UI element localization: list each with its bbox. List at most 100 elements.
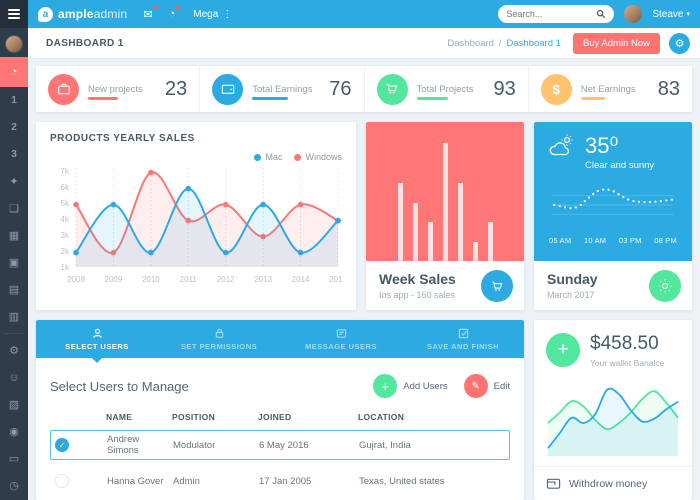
settings-gear-button[interactable]: ⚙ — [669, 32, 690, 54]
stat-progress — [580, 96, 636, 100]
user-position-cell: Admin — [173, 475, 200, 487]
breadcrumb-bar: DASHBOARD 1 Dashboard / Dashboard 1 Buy … — [28, 28, 700, 59]
row-checkbox[interactable]: ✓ — [55, 438, 69, 452]
logo-icon: a — [38, 6, 53, 22]
breadcrumb-separator: / — [498, 37, 502, 49]
sun-button[interactable] — [649, 270, 681, 302]
sidebar-item-charts[interactable]: ▥ — [8, 311, 20, 323]
cart-button[interactable] — [481, 270, 513, 302]
notification-badge — [152, 5, 157, 10]
svg-text:2009: 2009 — [105, 275, 123, 284]
cart-icon — [376, 73, 408, 105]
buy-admin-button[interactable]: Buy Admin Now — [572, 32, 660, 54]
stat-net-earnings[interactable]: $ Net Earnings 83 — [529, 66, 692, 112]
app-logo[interactable]: a ampleadmin — [38, 6, 127, 22]
column-location[interactable]: LOCATION — [358, 412, 405, 422]
svg-text:2010: 2010 — [142, 275, 160, 284]
user-avatar[interactable] — [624, 5, 643, 23]
table-row[interactable]: Hanna Gover Admin 17 Jan 2005 Texas, Uni… — [50, 466, 510, 496]
sidebar-item-widgets[interactable]: ✦ — [9, 176, 19, 188]
week-sales-bar — [427, 222, 433, 261]
search-icon[interactable] — [596, 9, 606, 19]
sidebar-item-gallery[interactable]: ▨ — [8, 399, 20, 411]
row-checkbox[interactable] — [55, 474, 69, 488]
sidebar-item-tables[interactable]: ▤ — [8, 284, 20, 296]
check-square-icon — [458, 328, 468, 338]
sidebar-divider — [4, 333, 24, 334]
stat-label: Net Earnings — [580, 83, 636, 95]
stat-total-projects[interactable]: Total Projects 93 — [365, 66, 529, 112]
weather-card: 35⁰ Clear and sunny 05 AM 10 AM 03 PM 08 PM… — [534, 122, 692, 310]
stat-total-earnings[interactable]: Total Earnings 76 — [200, 66, 365, 112]
mega-menu[interactable]: Mega ⋮ — [193, 8, 233, 20]
user-joined-cell: 17 Jan 2005 — [259, 475, 312, 487]
yearly-sales-chart: 2008 2009 2010 2011 2012 2013 2014 2015 1k 2k 3k 4k… — [61, 167, 342, 284]
svg-text:3k: 3k — [61, 231, 70, 240]
table-row[interactable]: ✓ Andrew Simons Modulator 6 May 2016 Guj… — [50, 430, 510, 460]
user-name-cell: Andrew Simons — [107, 434, 140, 456]
sidebar-item-calendar[interactable]: ▭ — [8, 453, 20, 465]
sidebar-item-level-1[interactable]: 1 — [11, 95, 17, 106]
sidebar-item-settings[interactable]: ⚙ — [9, 345, 19, 357]
sidebar-items: ◔ 1 2 3 ✦ ❏ ▦ ▣ ▤ ▥ ⚙ ☺ ▨ ◉ ▭ ◷ — [0, 57, 28, 499]
sidebar-item-clock[interactable]: ◷ — [9, 480, 19, 492]
messages-icon[interactable]: ✉ — [143, 5, 157, 21]
wallet-card: + $458.50 Your wallet Banalce Withdrow m… — [534, 320, 692, 500]
plus-icon: + — [373, 374, 398, 398]
edit-button[interactable]: ✎ Edit — [463, 374, 510, 398]
sidebar-item-level-2[interactable]: 2 — [11, 122, 17, 133]
weather-day: Sunday — [547, 271, 598, 287]
week-sales-card: Week Sales Ios app - 160 sales — [366, 122, 524, 310]
tab-select-users[interactable]: SELECT USERS — [36, 320, 158, 358]
tab-save-and-finish[interactable]: SAVE AND FINISH — [402, 320, 524, 358]
users-table: NAME POSITION JOINED LOCATION ✓ Andrew S… — [50, 408, 510, 500]
wizard-tabs: SELECT USERS SET PERMISSIONS MESSAGE USE… — [36, 320, 524, 363]
user-joined-cell: 6 May 2016 — [259, 439, 309, 451]
add-users-button[interactable]: + Add Users — [373, 374, 448, 398]
week-sales-bar — [412, 202, 418, 261]
active-tab-caret — [92, 358, 102, 363]
tab-set-permissions[interactable]: SET PERMISSIONS — [158, 320, 280, 358]
mac-dot-icon — [254, 153, 262, 161]
dots-vertical-icon: ⋮ — [222, 8, 233, 20]
wallet-label: Your wallet Banalce — [590, 358, 665, 368]
menu-toggle-button[interactable] — [0, 0, 28, 28]
column-name[interactable]: NAME — [106, 412, 133, 422]
stat-new-projects[interactable]: New projects 23 — [36, 66, 201, 112]
weather-month: March 2017 — [547, 290, 595, 300]
withdraw-money-button[interactable]: Withdrow money — [534, 466, 692, 500]
top-navbar: a ampleadmin ✉ ◔ Mega⋮ Steave▾ — [28, 0, 700, 28]
week-sales-subtitle: Ios app - 160 sales — [379, 290, 456, 300]
sidebar-item-emoji[interactable]: ☺ — [8, 371, 20, 384]
sidebar-item-forms[interactable]: ▣ — [8, 257, 20, 269]
stat-value: 93 — [493, 77, 516, 100]
week-sales-bar — [457, 183, 463, 261]
sidebar-item-location[interactable]: ◉ — [9, 426, 19, 438]
windows-dot-icon — [294, 153, 302, 161]
legend-mac[interactable]: Mac — [254, 152, 282, 162]
stat-label: New projects — [88, 83, 143, 95]
sidebar-item-grid[interactable]: ▦ — [8, 230, 20, 242]
legend-windows[interactable]: Windows — [294, 152, 342, 162]
table-header: NAME POSITION JOINED LOCATION — [50, 408, 510, 430]
column-joined[interactable]: JOINED — [258, 412, 292, 422]
search-input[interactable] — [506, 9, 593, 19]
sidebar-item-level-3[interactable]: 3 — [11, 149, 17, 160]
search-box — [498, 5, 615, 23]
add-funds-button[interactable]: + — [546, 333, 580, 367]
week-sales-bar — [487, 222, 493, 261]
compass-icon[interactable]: ◔ — [169, 6, 180, 20]
wallet-icon — [212, 73, 244, 105]
sidebar-item-pages[interactable]: ❏ — [9, 203, 19, 215]
stat-label: Total Projects — [416, 83, 474, 95]
chart-legend: Mac Windows — [50, 152, 342, 162]
breadcrumb-root[interactable]: Dashboard — [447, 37, 494, 49]
sidebar-item-dashboard[interactable]: ◔ — [0, 57, 28, 87]
sidebar-avatar[interactable] — [5, 35, 23, 53]
logo-bold: ample — [58, 7, 94, 21]
column-position[interactable]: POSITION — [172, 412, 216, 422]
user-menu[interactable]: Steave ▾ — [652, 8, 690, 20]
gear-icon: ⚙ — [674, 37, 685, 50]
tab-message-users[interactable]: MESSAGE USERS — [280, 320, 402, 358]
